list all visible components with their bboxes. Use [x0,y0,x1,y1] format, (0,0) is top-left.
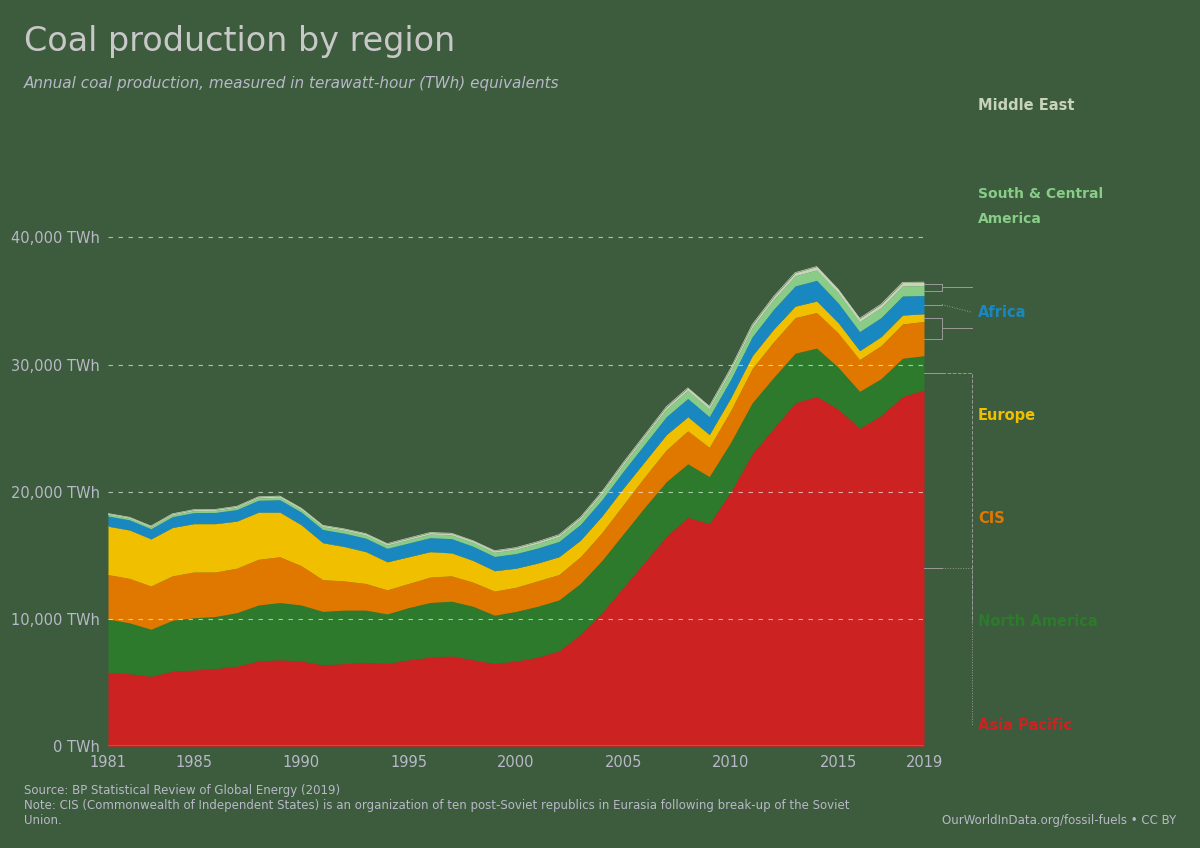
Text: Asia Pacific: Asia Pacific [978,717,1072,733]
Text: Europe: Europe [978,408,1036,423]
Text: Source: BP Statistical Review of Global Energy (2019)
Note: CIS (Commonwealth of: Source: BP Statistical Review of Global … [24,784,850,827]
Text: CIS: CIS [978,511,1004,527]
Text: Asia Pacific: Asia Pacific [618,684,715,699]
Text: South & Central: South & Central [978,187,1103,201]
Text: Annual coal production, measured in terawatt-hour (TWh) equivalents: Annual coal production, measured in tera… [24,76,559,92]
Text: North America: North America [978,614,1098,629]
Text: America: America [978,212,1042,226]
Text: Middle East: Middle East [978,98,1074,114]
Text: Africa: Africa [978,304,1026,320]
Text: OurWorldInData.org/fossil-fuels • CC BY: OurWorldInData.org/fossil-fuels • CC BY [942,814,1176,827]
Text: Coal production by region: Coal production by region [24,25,455,59]
